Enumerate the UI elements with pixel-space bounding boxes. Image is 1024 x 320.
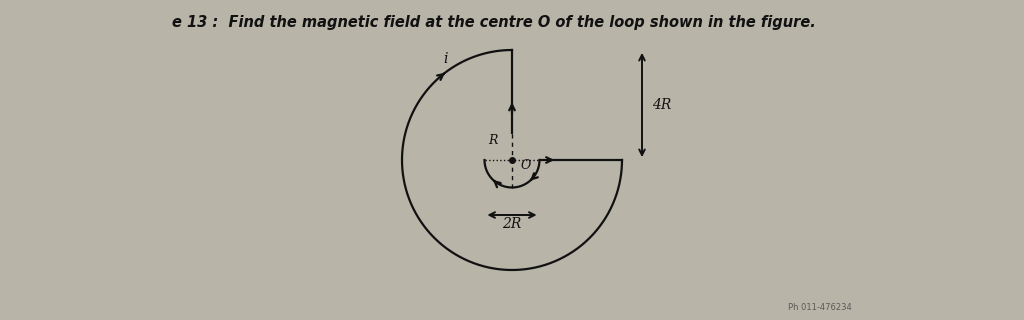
Text: O: O	[521, 159, 531, 172]
Text: Ph 011-476234: Ph 011-476234	[788, 303, 852, 312]
Text: i: i	[443, 52, 449, 66]
Text: 2R: 2R	[503, 217, 521, 230]
Text: R: R	[488, 134, 498, 147]
Text: 4R: 4R	[652, 98, 672, 112]
Text: e 13 :  Find the magnetic field at the centre O of the loop shown in the figure.: e 13 : Find the magnetic field at the ce…	[172, 15, 816, 30]
